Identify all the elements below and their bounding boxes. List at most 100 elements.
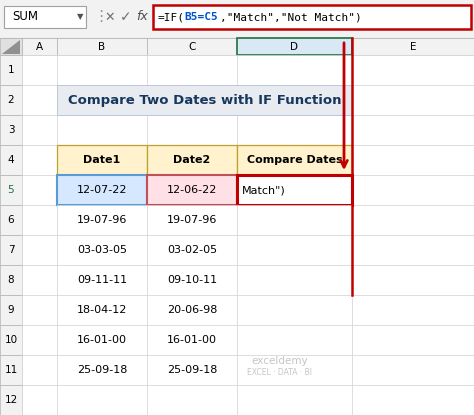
Bar — [22, 265, 57, 295]
Text: 6: 6 — [8, 215, 14, 225]
Bar — [352, 385, 474, 415]
Bar — [352, 145, 474, 175]
Bar — [237, 115, 352, 145]
Bar — [147, 235, 237, 265]
Bar — [57, 145, 147, 175]
Bar — [352, 115, 474, 145]
Text: ✓: ✓ — [120, 10, 132, 24]
Bar — [0, 235, 22, 265]
Bar — [57, 235, 147, 265]
Bar — [147, 175, 237, 205]
Bar — [22, 325, 57, 355]
Bar — [0, 145, 22, 175]
Bar — [57, 325, 147, 355]
Text: ,"Match","Not Match"): ,"Match","Not Match") — [220, 12, 362, 22]
Text: 7: 7 — [8, 245, 14, 255]
Bar — [153, 5, 471, 29]
Bar — [237, 325, 352, 355]
Bar — [0, 85, 22, 115]
Bar — [0, 295, 22, 325]
Bar — [22, 38, 57, 55]
Bar — [57, 265, 147, 295]
Bar — [147, 145, 237, 175]
Bar — [57, 205, 147, 235]
Bar — [352, 235, 474, 265]
Text: 10: 10 — [4, 335, 18, 345]
Text: 09-11-11: 09-11-11 — [77, 275, 127, 285]
Text: ✕: ✕ — [104, 10, 115, 24]
Bar — [237, 145, 352, 175]
Bar — [147, 145, 237, 175]
Bar — [147, 325, 237, 355]
Text: =IF(: =IF( — [158, 12, 185, 22]
Bar — [0, 325, 22, 355]
Bar — [352, 265, 474, 295]
Bar — [57, 355, 147, 385]
Text: 3: 3 — [8, 125, 14, 135]
Text: C: C — [188, 42, 196, 51]
Bar — [22, 115, 57, 145]
Bar — [237, 38, 352, 55]
Text: 16-01-00: 16-01-00 — [167, 335, 217, 345]
Bar — [237, 385, 352, 415]
Bar — [57, 295, 147, 325]
Bar — [237, 175, 352, 205]
Bar — [147, 115, 237, 145]
Text: 8: 8 — [8, 275, 14, 285]
Bar — [237, 355, 352, 385]
Bar — [57, 295, 147, 325]
Bar — [22, 85, 57, 115]
Bar — [57, 355, 147, 385]
Bar — [0, 115, 22, 145]
Text: ⋮: ⋮ — [93, 10, 108, 24]
Bar — [147, 175, 237, 205]
Bar — [237, 205, 352, 235]
Bar — [57, 85, 147, 115]
Text: Date1: Date1 — [83, 155, 120, 165]
Text: 5: 5 — [8, 185, 14, 195]
Text: B5=C5: B5=C5 — [184, 12, 218, 22]
Text: 12-07-22: 12-07-22 — [77, 185, 127, 195]
Bar — [147, 265, 237, 295]
Text: 03-03-05: 03-03-05 — [77, 245, 127, 255]
Bar — [352, 175, 474, 205]
Bar — [57, 38, 147, 55]
Text: Compare Two Dates with IF Function: Compare Two Dates with IF Function — [68, 93, 341, 107]
Text: 19-07-96: 19-07-96 — [77, 215, 127, 225]
Bar — [57, 85, 352, 115]
Bar — [147, 55, 237, 85]
Text: 4: 4 — [8, 155, 14, 165]
Bar — [237, 265, 352, 295]
Bar — [237, 85, 352, 115]
Text: 20-06-98: 20-06-98 — [167, 305, 217, 315]
Bar — [0, 38, 22, 55]
Text: D: D — [291, 42, 299, 51]
Bar — [0, 0, 474, 38]
Bar — [237, 295, 352, 325]
Text: SUM: SUM — [12, 10, 38, 24]
Bar — [22, 355, 57, 385]
Text: Date2: Date2 — [173, 155, 210, 165]
Text: 2: 2 — [8, 95, 14, 105]
Bar — [57, 385, 147, 415]
Bar — [352, 355, 474, 385]
Polygon shape — [2, 40, 20, 54]
Bar — [352, 205, 474, 235]
Bar — [147, 325, 237, 355]
Bar — [237, 205, 352, 235]
Text: 16-01-00: 16-01-00 — [77, 335, 127, 345]
Text: 12-06-22: 12-06-22 — [167, 185, 217, 195]
Text: 11: 11 — [4, 365, 18, 375]
Bar — [237, 145, 352, 175]
Text: 19-07-96: 19-07-96 — [167, 215, 217, 225]
Text: E: E — [410, 42, 416, 51]
Bar — [147, 295, 237, 325]
Bar — [0, 355, 22, 385]
Bar — [237, 295, 352, 325]
Text: ▼: ▼ — [77, 12, 83, 22]
Bar — [352, 295, 474, 325]
Bar — [4, 6, 86, 28]
Bar — [147, 205, 237, 235]
Bar — [352, 325, 474, 355]
Text: 25-09-18: 25-09-18 — [77, 365, 127, 375]
